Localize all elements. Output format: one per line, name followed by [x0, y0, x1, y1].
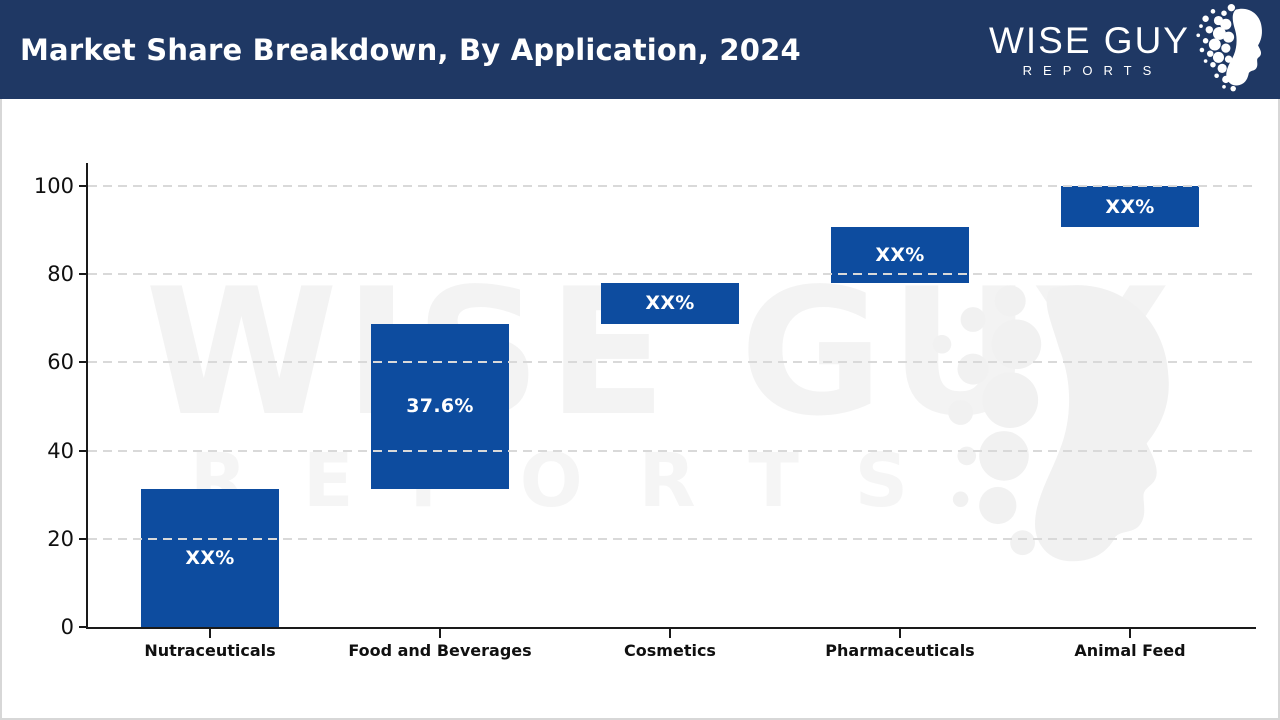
y-tick-label-20: 20 [47, 526, 74, 551]
x-category-label: Food and Beverages [348, 641, 532, 660]
gridline-100 [88, 185, 1256, 187]
x-category-label: Animal Feed [1074, 641, 1186, 660]
y-axis-line [86, 163, 88, 629]
y-tick-label-0: 0 [60, 615, 74, 639]
x-tick-mark [669, 629, 671, 638]
x-category-label: Nutraceuticals [144, 641, 276, 660]
y-tick-mark [79, 273, 87, 276]
logo-wordmark: WISE GUY REPORTS [988, 20, 1190, 78]
y-tick-mark [79, 361, 87, 364]
y-tick-label-100: 100 [33, 174, 74, 198]
chart-title: Market Share Breakdown, By Application, … [20, 32, 801, 67]
bar-value-label: XX% [185, 547, 235, 570]
x-tick-mark [209, 629, 211, 638]
bar-value-label: XX% [875, 244, 925, 267]
y-tick-mark [79, 626, 87, 628]
bar-segment-nutraceuticals: XX% [141, 489, 279, 627]
watermark-head-icon [932, 285, 1169, 562]
bar-value-label: XX% [645, 292, 695, 315]
logo-tagline-text: REPORTS [1022, 62, 1163, 78]
x-tick-mark [1129, 629, 1131, 638]
bar-value-label: XX% [1105, 195, 1155, 218]
x-tick-mark [439, 629, 441, 638]
y-tick-label-80: 80 [47, 262, 74, 287]
y-tick-mark [79, 185, 87, 187]
header-bar: Market Share Breakdown, By Application, … [0, 0, 1280, 99]
bar-segment-cosmetics: XX% [601, 283, 739, 324]
gridline-80 [88, 273, 1256, 276]
watermark-text-line2: REPORTS [190, 438, 965, 524]
x-category-label: Pharmaceuticals [825, 641, 975, 660]
gridline-40 [88, 449, 1256, 452]
x-axis-line [86, 627, 1256, 629]
bar-value-label: 37.6% [406, 395, 474, 418]
y-tick-mark [79, 537, 87, 540]
bar-segment-food-and-beverages: 37.6% [371, 323, 509, 490]
gridline-20 [88, 537, 1256, 540]
logo-name-text: WISE GUY [988, 20, 1190, 62]
logo-head-icon [1196, 4, 1262, 92]
y-tick-label-40: 40 [47, 438, 74, 463]
x-tick-mark [899, 629, 901, 638]
gridline-60 [88, 361, 1256, 364]
y-tick-mark [79, 449, 87, 452]
y-tick-label-60: 60 [47, 350, 74, 375]
wise-guy-logo: WISE GUY REPORTS [989, 4, 1272, 96]
x-category-label: Cosmetics [624, 641, 716, 660]
bar-segment-animal-feed: XX% [1061, 186, 1199, 228]
